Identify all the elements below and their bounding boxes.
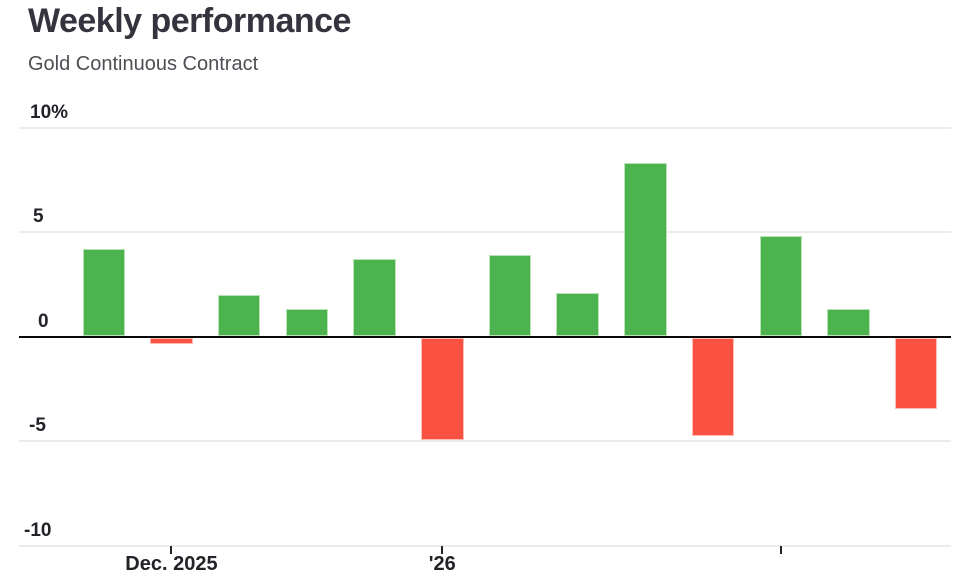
- bar-week-10-negative: [691, 337, 735, 436]
- bar-week-6-negative: [421, 337, 464, 440]
- y-axis-label-10: 10%: [30, 101, 69, 123]
- gridline--10: [19, 544, 951, 547]
- y-axis-label-5: 5: [33, 206, 44, 227]
- bar-week-2-negative: [150, 337, 193, 344]
- bar-week-9-positive: [624, 163, 667, 337]
- chart-title: Weekly performance: [28, 2, 351, 40]
- y-axis-label-0: 0: [38, 310, 49, 332]
- chart-subtitle: Gold Continuous Contract: [28, 53, 259, 75]
- bar-week-7-positive: [488, 254, 532, 337]
- zero-baseline: [19, 335, 951, 338]
- bar-week-5-positive: [353, 259, 396, 337]
- x-axis-tick-1: [170, 545, 173, 554]
- bar-week-8-positive: [556, 292, 599, 337]
- y-axis-label--5: -5: [29, 415, 46, 436]
- bar-week-11-positive: [759, 236, 802, 337]
- bar-week-13-negative: [894, 337, 938, 409]
- y-axis-label--10: -10: [24, 519, 52, 541]
- bar-week-12-positive: [827, 309, 870, 337]
- bar-week-4-positive: [285, 309, 329, 337]
- x-axis-label-1: Dec. 2025: [125, 553, 218, 575]
- x-axis-label-2: '26: [428, 553, 456, 575]
- gridline--5: [19, 440, 951, 442]
- gridline-5: [19, 231, 951, 233]
- gridline-10: [19, 126, 951, 129]
- bar-week-3-positive: [217, 294, 261, 337]
- bar-week-1-positive: [82, 248, 125, 337]
- x-axis-tick-2: [441, 545, 444, 554]
- x-axis-tick-3: [779, 545, 782, 554]
